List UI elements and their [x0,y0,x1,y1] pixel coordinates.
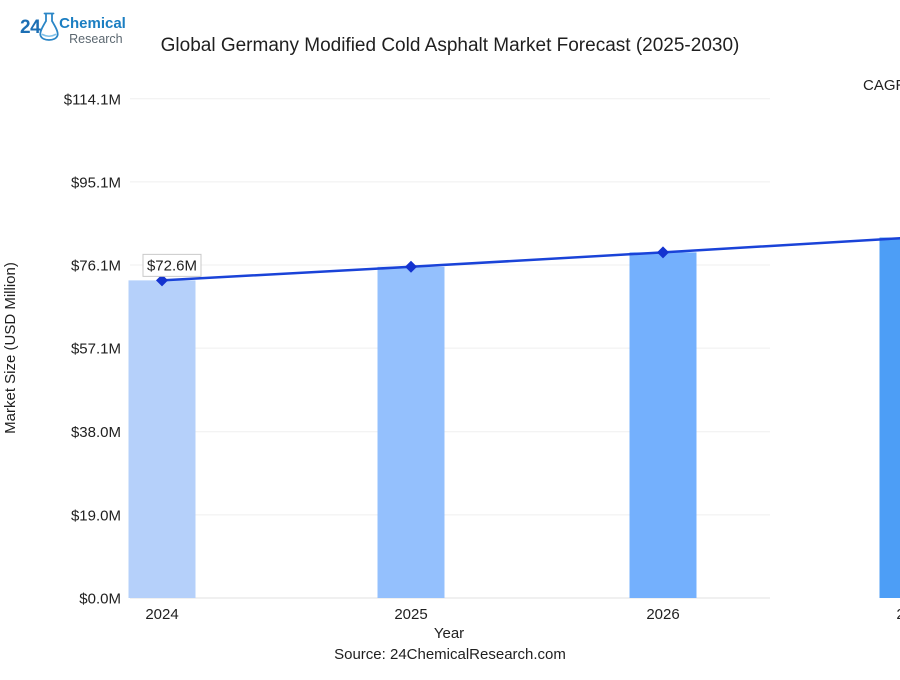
bar-2024[interactable] [128,280,196,598]
marker-2025[interactable] [405,260,417,273]
x-tick-label-2024: 2024 [145,606,178,623]
y-tick-label: $95.1M [71,174,121,191]
logo-number: 24 [20,17,41,38]
source-caption: Source: 24ChemicalResearch.com [334,646,566,663]
cagr-label: CAGR [863,77,900,94]
y-tick-label: $38.0M [71,424,121,441]
flask-liquid [41,33,57,38]
data-label-value: $72.6M [147,257,197,274]
marker-2024[interactable] [156,274,168,287]
x-axis-title: Year [434,625,464,642]
x-tick-label-2027: 2027 [896,606,900,623]
logo-text: Chemical Research [59,16,126,46]
logo-word-chemical: Chemical [59,15,126,32]
data-label-box [142,253,202,277]
marker-2026[interactable] [657,246,669,259]
bar-2025[interactable] [377,266,445,598]
logo: 24 Chemical Research [20,11,126,46]
bar-2026[interactable] [629,252,697,599]
bar-2027[interactable] [879,237,900,598]
y-tick-label: $76.1M [71,258,121,275]
y-tick-label: $0.0M [79,591,121,608]
x-tick-label-2025: 2025 [394,606,427,623]
y-tick-label: $57.1M [71,341,121,358]
y-axis-title: Market Size (USD Million) [2,262,19,434]
erlenmeyer-flask-icon [39,12,59,41]
y-tick-label: $19.0M [71,507,121,524]
flask-outline [39,13,59,41]
x-tick-label-2026: 2026 [646,606,679,623]
y-tick-label: $114.1M [64,91,121,108]
page-title: Global Germany Modified Cold Asphalt Mar… [160,35,740,56]
logo-word-research: Research [69,31,123,46]
trend-line [161,237,900,282]
